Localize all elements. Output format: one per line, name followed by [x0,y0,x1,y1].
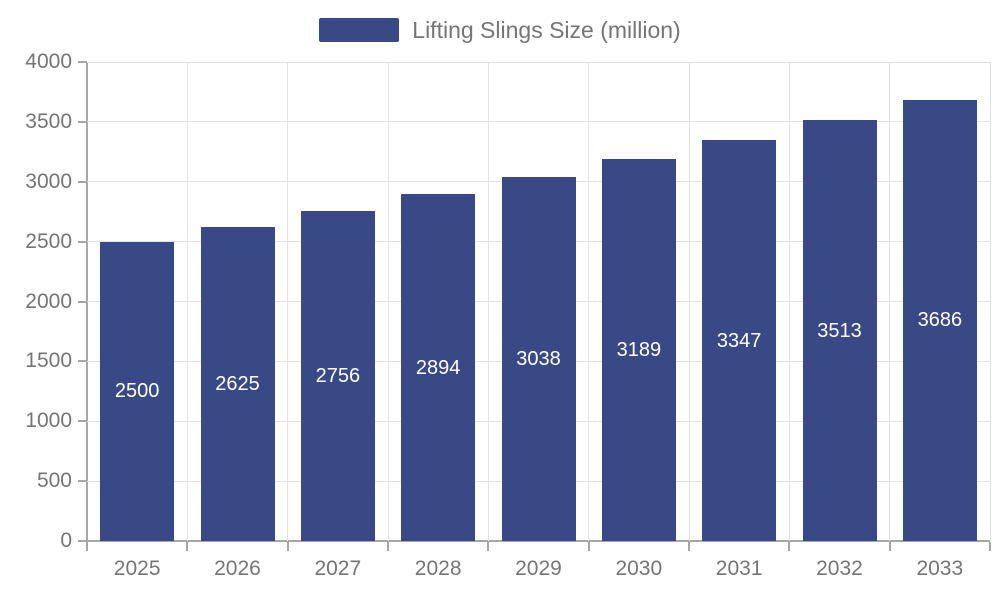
x-axis-label: 2030 [615,557,663,580]
y-axis-label: 1500 [25,349,72,373]
x-axis-tick [186,542,189,551]
legend-label[interactable]: Lifting Slings Size (million) [412,17,681,43]
bar[interactable]: 3686 [902,99,977,541]
x-axis-label: 2027 [314,557,362,580]
x-axis-label: 2033 [916,557,964,580]
grid-line-vertical [287,62,289,541]
x-axis-label: 2028 [414,557,462,580]
y-axis-label: 4000 [25,50,72,73]
x-axis-line [86,540,990,542]
bar[interactable]: 2625 [200,226,275,541]
y-axis-label: 2000 [25,289,72,313]
x-axis-tick [788,542,791,551]
bar-value-label: 2894 [415,356,461,379]
bar[interactable]: 3189 [601,159,676,541]
bar[interactable]: 3513 [802,120,877,541]
grid-line-vertical [989,62,991,541]
grid-line-horizontal [87,121,990,123]
y-axis-label: 0 [60,529,72,552]
x-axis-label: 2029 [515,557,562,580]
x-axis-tick [888,542,891,551]
y-axis-tick [78,360,87,363]
y-axis-label: 500 [36,469,72,493]
bar-value-label: 2500 [114,380,160,403]
bar-value-label: 3038 [516,348,561,371]
y-axis-label: 3500 [25,109,72,133]
grid-line-vertical [889,62,891,541]
bar[interactable]: 2894 [401,194,476,541]
bar-value-label: 3347 [716,329,762,352]
x-axis-tick [587,542,590,551]
grid-line-vertical [788,62,790,541]
bar[interactable]: 3347 [702,140,777,541]
y-axis-tick [78,120,87,123]
y-axis-label: 1000 [25,409,72,433]
x-axis-tick [487,542,490,551]
x-axis-tick [688,542,690,551]
y-axis-tick [78,540,87,542]
legend-swatch[interactable] [319,18,400,42]
x-axis-tick [286,542,289,551]
bar[interactable]: 3038 [501,177,576,541]
y-axis-tick [78,61,87,63]
legend: Lifting Slings Size (million) [0,16,1000,44]
grid-line-vertical [688,62,690,541]
bar[interactable]: 2756 [300,210,375,541]
grid-line-horizontal [87,61,990,63]
grid-line-vertical [186,62,188,541]
bar-value-label: 3189 [616,339,662,362]
grid-line-vertical [588,62,590,541]
y-axis-label: 2500 [25,229,72,253]
x-axis-tick [387,542,389,551]
y-axis-tick [78,240,87,243]
x-axis-label: 2025 [113,557,161,580]
bar-value-label: 3686 [917,309,963,332]
grid-line-vertical [387,62,389,541]
x-axis-label: 2032 [816,557,863,580]
bar[interactable]: 2500 [100,241,175,541]
grid-line-vertical [487,62,489,541]
x-axis-tick [86,542,88,551]
y-axis-tick [78,480,87,483]
y-axis-line [86,62,88,542]
plot-area: 0 500 1000 1500 2000 2500 3000 3500 4000 2500 2025… [25,51,991,580]
bar-value-label: 2756 [315,364,361,387]
bar-value-label: 2625 [215,372,260,395]
y-axis-tick [78,180,87,183]
y-axis-tick [78,300,87,303]
bar-value-label: 3513 [817,319,862,342]
x-axis-label: 2031 [715,557,763,580]
x-axis-label: 2026 [214,557,261,580]
x-axis-tick [989,542,991,551]
y-axis-tick [78,420,87,423]
y-axis-label: 3000 [25,169,72,193]
